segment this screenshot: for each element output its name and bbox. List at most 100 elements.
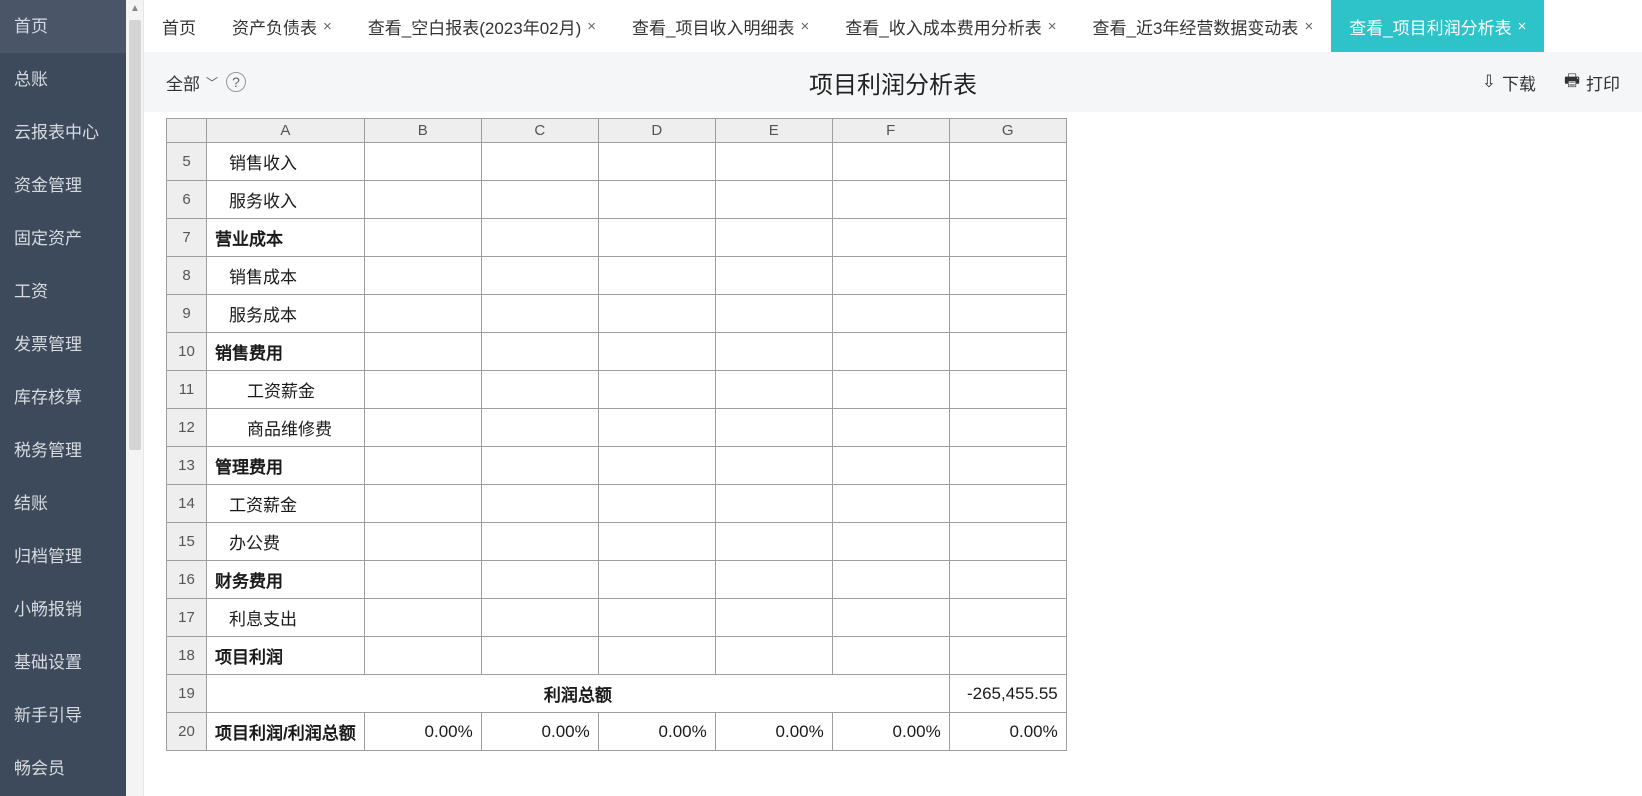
cell[interactable] — [481, 219, 598, 257]
tab-project-profit[interactable]: 查看_项目利润分析表 × — [1331, 0, 1544, 52]
cell[interactable] — [598, 181, 715, 219]
tab-blank-report[interactable]: 查看_空白报表(2023年02月) × — [350, 0, 614, 52]
col-header[interactable]: D — [598, 119, 715, 143]
cell[interactable] — [715, 523, 832, 561]
tab-project-income[interactable]: 查看_项目收入明细表 × — [614, 0, 827, 52]
close-icon[interactable]: × — [323, 18, 332, 35]
sidebar-item-salary[interactable]: 工资 — [0, 265, 126, 318]
cell[interactable] — [832, 561, 949, 599]
row-header[interactable]: 17 — [167, 599, 207, 637]
cell[interactable] — [832, 409, 949, 447]
sidebar-item-invoice[interactable]: 发票管理 — [0, 318, 126, 371]
cell[interactable] — [715, 599, 832, 637]
sidebar-item-inventory[interactable]: 库存核算 — [0, 371, 126, 424]
cell[interactable] — [949, 485, 1066, 523]
sidebar-item-close[interactable]: 结账 — [0, 477, 126, 530]
cell[interactable] — [598, 561, 715, 599]
cell[interactable] — [598, 143, 715, 181]
sidebar-item-tax[interactable]: 税务管理 — [0, 424, 126, 477]
row-header[interactable]: 9 — [167, 295, 207, 333]
cell[interactable] — [715, 485, 832, 523]
cell[interactable] — [832, 371, 949, 409]
cell[interactable] — [598, 371, 715, 409]
cell[interactable]: 利息支出 — [207, 599, 365, 637]
cell[interactable] — [481, 143, 598, 181]
cell[interactable] — [364, 295, 481, 333]
col-header[interactable]: A — [207, 119, 365, 143]
cell[interactable]: 财务费用 — [207, 561, 365, 599]
cell[interactable] — [598, 257, 715, 295]
cell[interactable] — [715, 143, 832, 181]
cell[interactable] — [598, 637, 715, 675]
cell[interactable] — [715, 561, 832, 599]
row-header[interactable]: 6 — [167, 181, 207, 219]
cell[interactable] — [481, 561, 598, 599]
cell[interactable] — [481, 637, 598, 675]
scroll-up-icon[interactable]: ▲ — [130, 4, 140, 14]
tab-balance-sheet[interactable]: 资产负债表 × — [214, 0, 350, 52]
cell[interactable] — [598, 409, 715, 447]
row-header[interactable]: 12 — [167, 409, 207, 447]
print-button[interactable]: 🖶 打印 — [1564, 68, 1620, 97]
sidebar-scrollbar[interactable]: ▲ — [126, 0, 144, 796]
help-icon[interactable]: ? — [226, 72, 246, 92]
cell[interactable]: 商品维修费 — [207, 409, 365, 447]
cell[interactable] — [481, 181, 598, 219]
close-icon[interactable]: × — [1518, 18, 1527, 35]
cell[interactable]: 销售收入 — [207, 143, 365, 181]
sidebar-item-ledger[interactable]: 总账 — [0, 53, 126, 106]
cell[interactable]: 办公费 — [207, 523, 365, 561]
cell[interactable] — [949, 447, 1066, 485]
sidebar-item-settings[interactable]: 基础设置 — [0, 636, 126, 689]
cell[interactable] — [949, 371, 1066, 409]
sidebar-item-home[interactable]: 首页 — [0, 0, 126, 53]
cell[interactable]: 服务成本 — [207, 295, 365, 333]
cell[interactable]: 工资薪金 — [207, 485, 365, 523]
row-header[interactable]: 5 — [167, 143, 207, 181]
cell[interactable]: 营业成本 — [207, 219, 365, 257]
cell[interactable] — [832, 333, 949, 371]
cell[interactable]: 0.00% — [715, 713, 832, 751]
filter-dropdown[interactable]: 全部 ﹀ ? — [166, 70, 246, 95]
cell[interactable] — [949, 523, 1066, 561]
cell[interactable]: 0.00% — [832, 713, 949, 751]
cell[interactable] — [715, 333, 832, 371]
row-header[interactable]: 10 — [167, 333, 207, 371]
col-header[interactable]: G — [949, 119, 1066, 143]
cell[interactable] — [832, 447, 949, 485]
cell[interactable] — [481, 485, 598, 523]
cell[interactable] — [715, 181, 832, 219]
cell[interactable] — [364, 371, 481, 409]
cell[interactable] — [598, 599, 715, 637]
tab-home[interactable]: 首页 — [144, 0, 214, 52]
tab-3yr-data[interactable]: 查看_近3年经营数据变动表 × — [1075, 0, 1332, 52]
row-header[interactable]: 20 — [167, 713, 207, 751]
cell[interactable]: 利润总额 — [207, 675, 950, 713]
cell[interactable] — [364, 181, 481, 219]
cell[interactable] — [832, 143, 949, 181]
sidebar-item-funds[interactable]: 资金管理 — [0, 159, 126, 212]
cell[interactable] — [481, 257, 598, 295]
row-header[interactable]: 13 — [167, 447, 207, 485]
select-all-corner[interactable] — [167, 119, 207, 143]
cell[interactable] — [949, 561, 1066, 599]
sidebar-item-archive[interactable]: 归档管理 — [0, 530, 126, 583]
cell[interactable] — [481, 333, 598, 371]
cell[interactable]: 0.00% — [949, 713, 1066, 751]
cell[interactable] — [832, 637, 949, 675]
cell[interactable] — [481, 371, 598, 409]
download-button[interactable]: ⇩ 下载 — [1482, 68, 1536, 97]
row-header[interactable]: 8 — [167, 257, 207, 295]
cell[interactable] — [832, 295, 949, 333]
cell[interactable] — [949, 295, 1066, 333]
cell[interactable]: 0.00% — [598, 713, 715, 751]
cell[interactable] — [832, 181, 949, 219]
close-icon[interactable]: × — [801, 18, 810, 35]
cell[interactable] — [598, 219, 715, 257]
cell[interactable] — [364, 143, 481, 181]
close-icon[interactable]: × — [1304, 18, 1313, 35]
cell[interactable] — [949, 409, 1066, 447]
cell[interactable] — [364, 447, 481, 485]
scroll-thumb[interactable] — [129, 20, 141, 450]
cell[interactable]: 0.00% — [481, 713, 598, 751]
